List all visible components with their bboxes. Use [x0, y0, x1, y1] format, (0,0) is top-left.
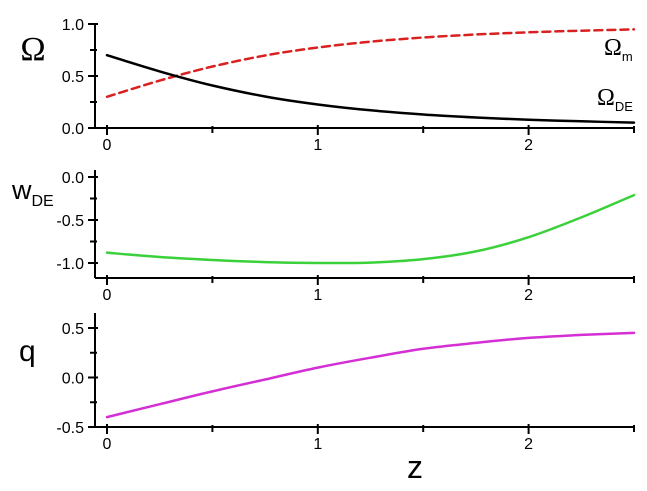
- y-tick-label: 0.5: [62, 321, 84, 338]
- curve-q: [105, 331, 636, 419]
- curve-label-omega-m: Ωm: [604, 35, 633, 64]
- x-tick-label: 2: [524, 436, 533, 453]
- y-axis-label-q: q: [19, 335, 36, 368]
- y-tick-label: 0.0: [62, 371, 84, 388]
- y-tick-label: 0.5: [62, 69, 84, 86]
- y-axis-label-wde: wDE: [11, 175, 54, 210]
- x-axis-label-z: z: [407, 449, 423, 485]
- curve-Omega_m: [105, 28, 636, 99]
- y-tick-label: -0.5: [56, 213, 84, 230]
- curve-Omega_DE: [105, 53, 636, 124]
- y-tick-label: -1.0: [56, 256, 84, 273]
- y-tick-label: 1.0: [62, 17, 84, 34]
- curve-label-omega-de: ΩDE: [597, 85, 633, 114]
- x-tick-label: 0: [103, 436, 112, 453]
- x-tick-label: 2: [524, 137, 533, 154]
- x-tick-label: 1: [313, 287, 322, 304]
- y-tick-label: 0.0: [62, 121, 84, 138]
- x-tick-label: 1: [313, 436, 322, 453]
- axes-and-curves: 0.0 0.5 1.0 0 1 2 0.0 -0.5 -1.0 0 1 2 0.5 0.0 -0.5 0 1 2: [56, 17, 636, 453]
- curve-w_DE: [105, 193, 636, 265]
- x-tick-label: 1: [313, 137, 322, 154]
- x-tick-label: 0: [103, 287, 112, 304]
- x-tick-label: 0: [103, 137, 112, 154]
- y-tick-label: 0.0: [62, 170, 84, 187]
- y-tick-label: -0.5: [56, 420, 84, 437]
- x-tick-label: 2: [524, 287, 533, 304]
- y-axis-label-omega: Ω: [20, 31, 45, 68]
